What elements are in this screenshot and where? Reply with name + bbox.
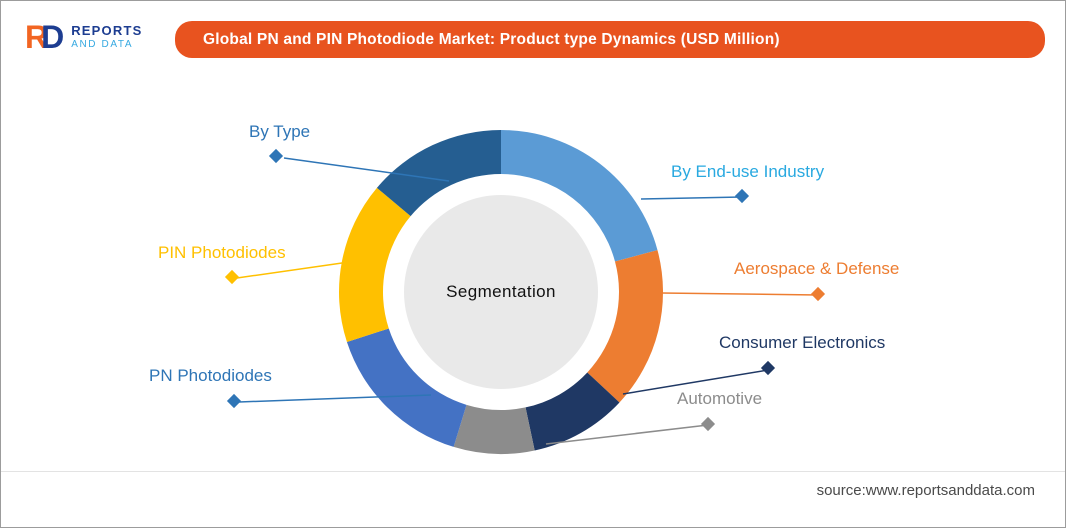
page-title: Global PN and PIN Photodiode Market: Pro… [203, 30, 780, 48]
logo-letter-d: D [41, 19, 65, 55]
reports-and-data-logo: R D REPORTS AND DATA [25, 21, 142, 53]
label-by-type: By Type [249, 122, 311, 141]
logo-mark: R D [25, 21, 64, 53]
logo-text: REPORTS AND DATA [71, 23, 142, 51]
source-text: source:www.reportsanddata.com [816, 482, 1035, 499]
donut-segment [453, 404, 535, 454]
footer-divider [1, 471, 1065, 472]
leader-line-automotive [545, 424, 709, 445]
label-end-use-industry: By End-use Industry [671, 162, 825, 181]
leader-line-consumer [622, 369, 769, 395]
leader-line-aerospace [660, 292, 819, 296]
logo-letter-r: R [25, 19, 49, 55]
label-pin-photodiodes: PIN Photodiodes [158, 243, 286, 262]
center-label: Segmentation [446, 282, 556, 301]
donut-segment [587, 250, 663, 403]
donut-segment [346, 328, 467, 447]
label-aerospace-defense: Aerospace & Defense [734, 259, 900, 278]
logo-line-and-data: AND DATA [71, 39, 134, 50]
donut-segment [501, 130, 658, 262]
label-automotive: Automotive [677, 389, 763, 408]
label-pn-photodiodes: PN Photodiodes [149, 366, 272, 385]
leader-line-pn [238, 394, 432, 403]
donut-segment [339, 187, 411, 343]
donut-segment [376, 130, 501, 217]
leader-line-end-use [640, 196, 743, 200]
label-consumer-electronics: Consumer Electronics [719, 333, 886, 352]
logo-line-reports: REPORTS [71, 23, 143, 38]
donut-segment [525, 372, 620, 451]
leader-line-pin [236, 261, 350, 279]
donut-center: Segmentation [404, 195, 598, 389]
title-banner: Global PN and PIN Photodiode Market: Pro… [175, 21, 1045, 58]
leader-line-by-type [283, 157, 450, 182]
donut-segments [339, 130, 663, 454]
